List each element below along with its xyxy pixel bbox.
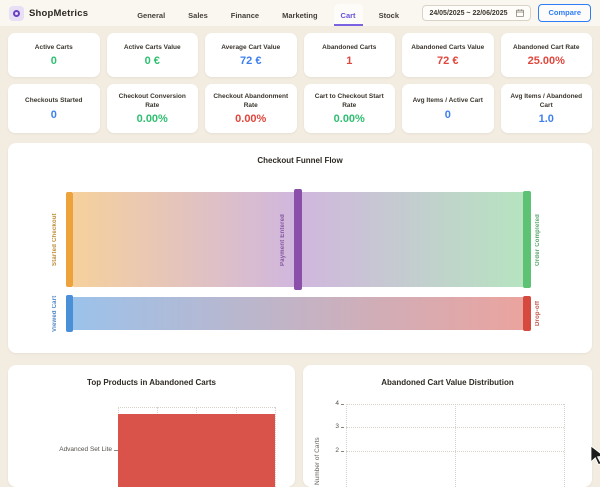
kpi-value: 1 bbox=[346, 55, 353, 68]
kpi-row-1: Active Carts 0 Active Carts Value 0 € Av… bbox=[8, 33, 592, 77]
tab-marketing[interactable]: Marketing bbox=[282, 11, 318, 20]
kpi-value: 0.00% bbox=[235, 113, 267, 126]
kpi-card-avg-items-abandoned-cart: Avg Items / Abandoned Cart 1.0 bbox=[500, 84, 592, 133]
kpi-value: 72 € bbox=[240, 55, 262, 68]
checkout-funnel-card: Checkout Funnel Flow Started Checkout Pa… bbox=[8, 143, 592, 353]
bottom-charts-row: Top Products in Abandoned Carts Advanced… bbox=[8, 365, 592, 487]
sankey-label-order-completed: Order Completed bbox=[535, 213, 541, 266]
kpi-label: Abandoned Carts Value bbox=[411, 43, 485, 51]
kpi-value: 0 € bbox=[144, 55, 160, 68]
sankey-flow-started-to-payment bbox=[73, 192, 294, 287]
y-axis-category-label: Advanced Set Lite bbox=[59, 446, 112, 453]
kpi-value: 0 bbox=[50, 108, 57, 121]
kpi-card-active-carts: Active Carts 0 bbox=[8, 33, 100, 77]
kpi-label: Checkout Abandonment Rate bbox=[213, 92, 289, 109]
bar-advanced-set-lite bbox=[118, 414, 275, 487]
mouse-pointer-icon bbox=[590, 445, 600, 465]
kpi-label: Abandoned Carts bbox=[322, 43, 377, 51]
header-controls: 24/05/2025 ~ 22/06/2025 Compare bbox=[422, 4, 591, 22]
kpi-card-checkout-abandonment-rate: Checkout Abandonment Rate 0.00% bbox=[205, 84, 297, 133]
tick-mark bbox=[341, 427, 344, 428]
app-logo-icon bbox=[9, 5, 24, 21]
kpi-value: 0 bbox=[444, 108, 451, 121]
tab-sales[interactable]: Sales bbox=[188, 11, 208, 20]
sankey-label-started-checkout: Started Checkout bbox=[52, 213, 58, 266]
kpi-value: 0.00% bbox=[333, 113, 365, 126]
kpi-card-checkouts-started: Checkouts Started 0 bbox=[8, 84, 100, 133]
kpi-card-abandoned-cart-rate: Abandoned Cart Rate 25.00% bbox=[500, 33, 592, 77]
date-range-picker[interactable]: 24/05/2025 ~ 22/06/2025 bbox=[422, 5, 532, 21]
kpi-label: Checkout Conversion Rate bbox=[118, 92, 186, 109]
gridline bbox=[455, 404, 456, 487]
y-tick-label: 3 bbox=[335, 423, 339, 430]
kpi-card-avg-items-active-cart: Avg Items / Active Cart 0 bbox=[402, 84, 494, 133]
kpi-value: 0 bbox=[50, 55, 57, 68]
tick-mark bbox=[341, 404, 344, 405]
sankey-node-started-checkout bbox=[66, 192, 73, 287]
q-ring-icon bbox=[13, 9, 20, 17]
abandoned-cart-value-distribution-card: Abandoned Cart Value Distribution Number… bbox=[303, 365, 592, 487]
distribution-chart-title: Abandoned Cart Value Distribution bbox=[381, 378, 514, 387]
y-axis-title: Number of Carts bbox=[314, 437, 321, 485]
sankey-node-drop-off bbox=[523, 296, 531, 331]
sankey-label-viewed-cart: Viewed Cart bbox=[52, 295, 58, 332]
tab-cart[interactable]: Cart bbox=[333, 4, 363, 26]
kpi-label: Active Carts bbox=[34, 43, 73, 51]
top-products-abandoned-carts-card: Top Products in Abandoned Carts Advanced… bbox=[8, 365, 295, 487]
y-tick-label: 2 bbox=[335, 447, 339, 454]
tab-stock[interactable]: Stock bbox=[378, 11, 399, 20]
kpi-card-active-carts-value: Active Carts Value 0 € bbox=[106, 33, 198, 77]
kpi-value: 72 € bbox=[437, 55, 459, 68]
kpi-value: 1.0 bbox=[538, 113, 554, 126]
y-tick-label: 4 bbox=[335, 400, 339, 407]
kpi-label: Active Carts Value bbox=[123, 43, 181, 51]
kpi-card-cart-to-checkout-start-rate: Cart to Checkout Start Rate 0.00% bbox=[303, 84, 395, 133]
tick-mark bbox=[114, 450, 118, 451]
kpi-value: 0.00% bbox=[136, 113, 168, 126]
main-nav: General Sales Finance Marketing Cart Sto… bbox=[130, 0, 406, 26]
tick-mark bbox=[341, 451, 344, 452]
kpi-card-abandoned-carts-value: Abandoned Carts Value 72 € bbox=[402, 33, 494, 77]
kpi-card-average-cart-value: Average Cart Value 72 € bbox=[205, 33, 297, 77]
calendar-icon[interactable] bbox=[516, 9, 525, 17]
kpi-label: Checkouts Started bbox=[25, 97, 83, 105]
sankey-node-viewed-cart bbox=[66, 295, 73, 332]
gridline bbox=[275, 407, 276, 487]
sankey-node-payment-entered bbox=[294, 189, 302, 290]
kpi-row-2: Checkouts Started 0 Checkout Conversion … bbox=[8, 84, 592, 133]
tab-general[interactable]: General bbox=[137, 11, 166, 20]
app-name: ShopMetrics bbox=[29, 7, 89, 19]
tab-finance[interactable]: Finance bbox=[230, 11, 260, 20]
kpi-label: Avg Items / Active Cart bbox=[412, 97, 483, 105]
sankey-label-payment-entered: Payment Entered bbox=[280, 213, 286, 266]
sankey-flow-viewed-to-dropoff bbox=[73, 297, 523, 330]
sankey-flow-payment-to-completed bbox=[302, 192, 523, 287]
compare-button[interactable]: Compare bbox=[538, 4, 591, 22]
kpi-card-checkout-conversion-rate: Checkout Conversion Rate 0.00% bbox=[106, 84, 198, 133]
kpi-label: Cart to Checkout Start Rate bbox=[314, 92, 384, 109]
funnel-chart-title: Checkout Funnel Flow bbox=[257, 156, 343, 165]
gridline bbox=[346, 404, 347, 487]
sankey-label-drop-off: Drop-off bbox=[535, 300, 541, 327]
kpi-value: 25.00% bbox=[527, 55, 565, 68]
kpi-card-abandoned-carts: Abandoned Carts 1 bbox=[303, 33, 395, 77]
top-bar: ShopMetrics General Sales Finance Market… bbox=[0, 0, 600, 26]
sankey-node-order-completed bbox=[523, 191, 531, 288]
date-range-value: 24/05/2025 ~ 22/06/2025 bbox=[429, 9, 508, 17]
bar-chart-title: Top Products in Abandoned Carts bbox=[87, 378, 216, 387]
kpi-label: Abandoned Cart Rate bbox=[513, 43, 580, 51]
gridline bbox=[564, 404, 565, 487]
kpi-label: Average Cart Value bbox=[221, 43, 281, 51]
kpi-label: Avg Items / Abandoned Cart bbox=[510, 92, 583, 109]
